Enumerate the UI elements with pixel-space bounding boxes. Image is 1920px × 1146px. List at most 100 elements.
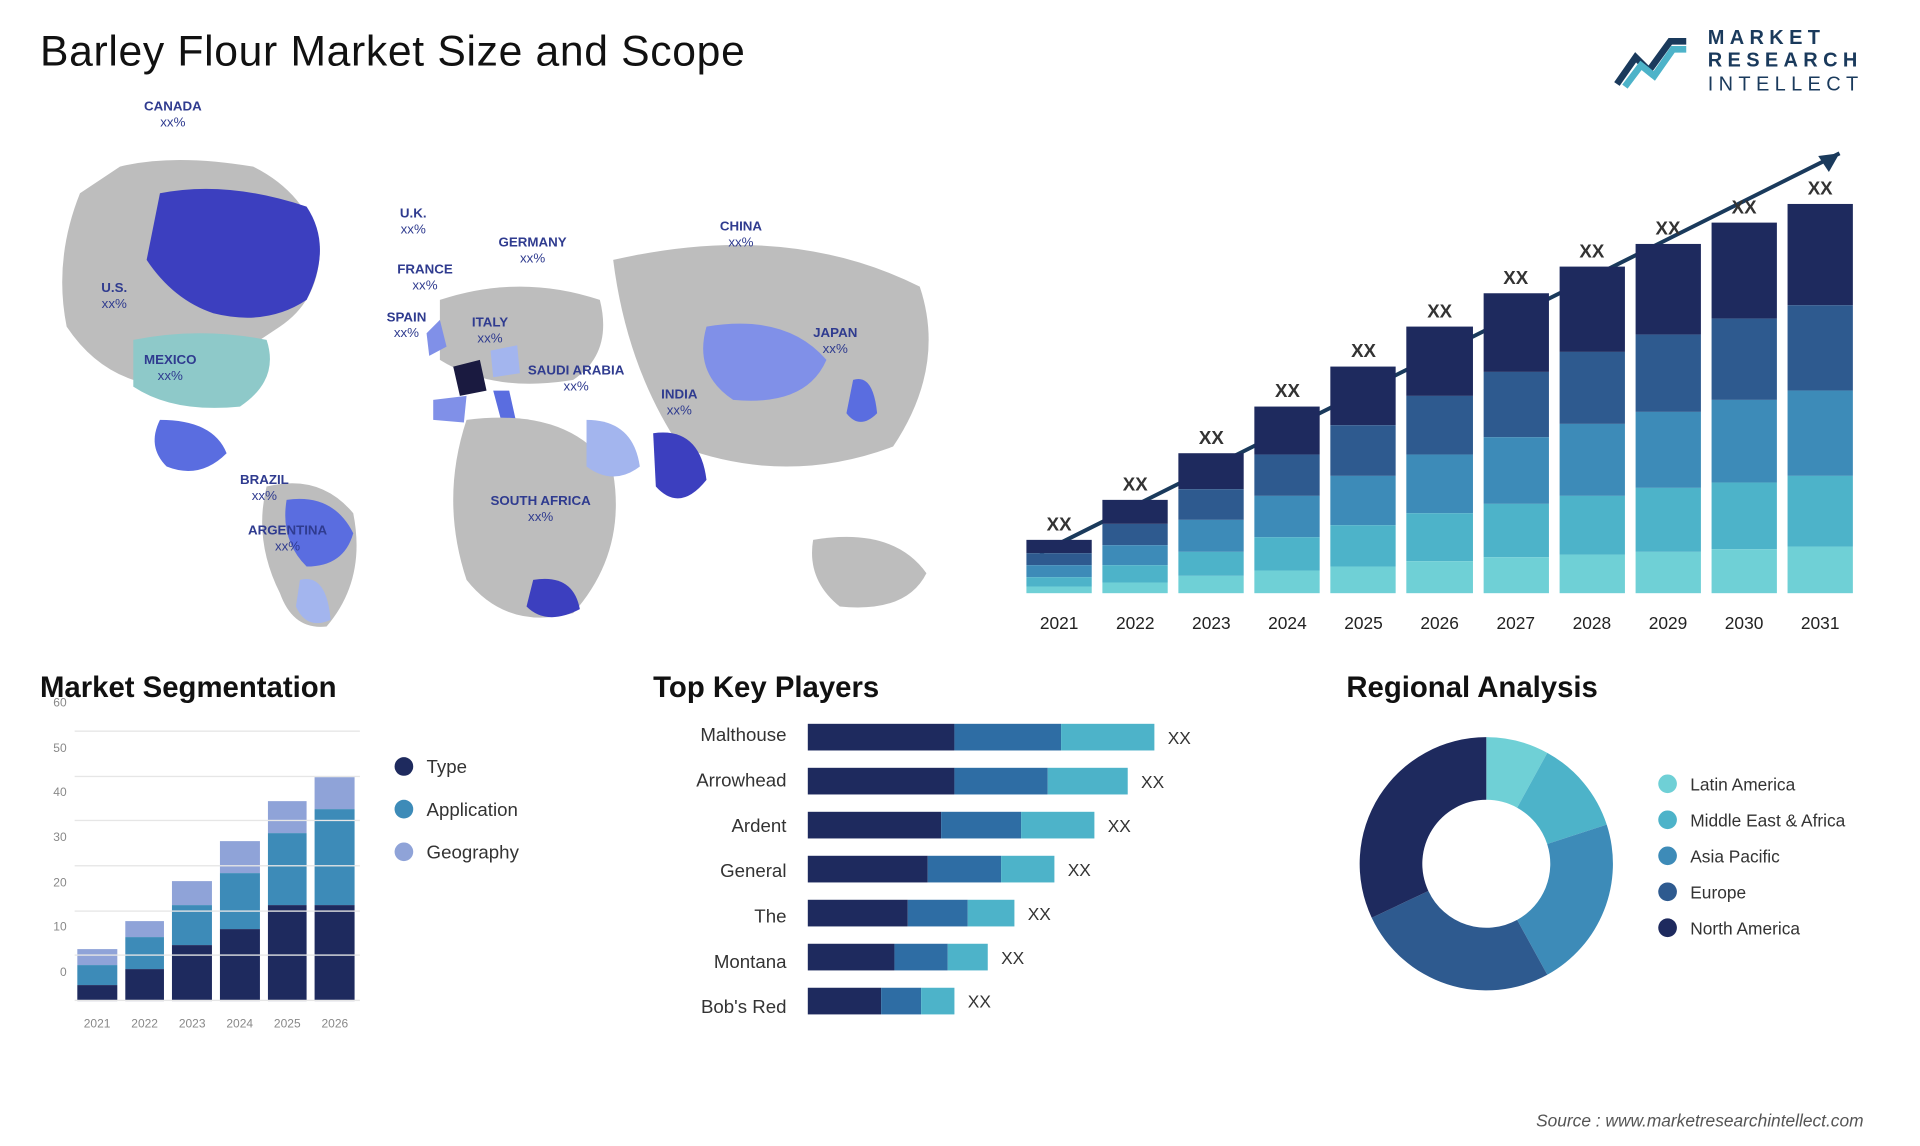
seg-bar-segment (77, 965, 117, 985)
legend-dot (1658, 810, 1677, 829)
player-bar-segment (1048, 768, 1128, 795)
player-bar-segment (1061, 724, 1154, 751)
bar-segment (1255, 407, 1320, 456)
bar-segment (1559, 554, 1624, 593)
forecast-bar: XX (1787, 177, 1852, 593)
seg-bar-segment (315, 777, 355, 809)
player-bar-segment (808, 724, 955, 751)
player-row: XX (808, 900, 1320, 927)
bar-segment (1787, 546, 1852, 593)
player-value: XX (968, 991, 991, 1011)
player-name: Montana (653, 950, 786, 971)
player-bar-segment (808, 900, 908, 927)
bar-segment (1026, 554, 1091, 566)
player-bar-segment (1021, 812, 1094, 839)
player-row: XX (808, 856, 1320, 883)
seg-y-axis: 0102030405060 (40, 724, 72, 1001)
y-tick: 40 (40, 786, 67, 799)
legend-item: Latin America (1658, 774, 1845, 794)
bar-segment (1635, 551, 1700, 593)
y-tick: 10 (40, 920, 67, 933)
x-axis-label: 2024 (220, 1017, 260, 1030)
player-bar-segment (808, 944, 895, 971)
x-axis-label: 2031 (1787, 613, 1852, 633)
bar-value-label: XX (1808, 177, 1833, 198)
x-axis-label: 2027 (1483, 613, 1548, 633)
seg-bar (172, 881, 212, 1001)
bar-segment (1711, 549, 1776, 593)
legend-label: Latin America (1690, 774, 1795, 794)
seg-xlabels: 202120222023202420252026 (77, 1017, 354, 1030)
seg-bar-segment (315, 905, 355, 1001)
player-name: General (653, 860, 786, 881)
seg-bar-segment (77, 985, 117, 1001)
seg-bar-segment (77, 949, 117, 965)
forecast-bar: XX (1331, 340, 1396, 593)
logo-line1: MARKET (1708, 27, 1864, 50)
bar-segment (1026, 587, 1091, 593)
x-axis-label: 2029 (1635, 613, 1700, 633)
bar-segment (1711, 401, 1776, 483)
player-bar (808, 724, 1155, 751)
bar-segment (1255, 537, 1320, 571)
segmentation-chart: 0102030405060 202120222023202420252026 (40, 724, 360, 1031)
legend-label: Asia Pacific (1690, 846, 1780, 866)
segmentation-title: Market Segmentation (40, 670, 627, 705)
player-bar-segment (968, 900, 1015, 927)
players-names: MalthouseArrowheadArdentGeneralTheMontan… (653, 724, 786, 1017)
logo-line2: RESEARCH (1708, 50, 1864, 73)
seg-bar-segment (268, 905, 308, 1001)
legend-item: Asia Pacific (1658, 846, 1845, 866)
legend-dot (395, 757, 414, 776)
x-axis-label: 2028 (1559, 613, 1624, 633)
bar-segment (1026, 540, 1091, 554)
map-label: INDIAxx% (661, 388, 697, 419)
y-tick: 30 (40, 830, 67, 843)
player-value: XX (1028, 903, 1051, 923)
gridline (75, 865, 360, 866)
player-value: XX (1001, 947, 1024, 967)
map-label: FRANCExx% (397, 263, 453, 294)
map-label: GERMANYxx% (499, 236, 567, 267)
x-axis-label: 2024 (1255, 613, 1320, 633)
regional-panel: Regional Analysis Latin AmericaMiddle Ea… (1346, 670, 1879, 1057)
bar-segment (1483, 371, 1548, 437)
bar-segment (1407, 455, 1472, 514)
forecast-bar: XX (1026, 513, 1091, 593)
players-bars: XXXXXXXXXXXXXX (808, 724, 1320, 1017)
player-bar-segment (1001, 856, 1054, 883)
gridline (75, 910, 360, 911)
player-row: XX (808, 724, 1320, 751)
bar-segment (1026, 577, 1091, 587)
player-bar-segment (808, 988, 881, 1015)
source-text: Source : www.marketresearchintellect.com (1536, 1110, 1863, 1130)
bar-value-label: XX (1275, 380, 1300, 401)
seg-bar-segment (220, 841, 260, 873)
x-axis-label: 2021 (1026, 613, 1091, 633)
legend-dot (1658, 846, 1677, 865)
legend-item: North America (1658, 918, 1845, 938)
bar-segment (1635, 244, 1700, 335)
forecast-bar: XX (1483, 267, 1548, 594)
player-bar (808, 812, 1095, 839)
segmentation-panel: Market Segmentation 0102030405060 202120… (40, 670, 627, 1057)
bar-segment (1559, 352, 1624, 424)
bar-segment (1711, 482, 1776, 549)
x-axis-label: 2021 (77, 1017, 117, 1030)
regional-legend: Latin AmericaMiddle East & AfricaAsia Pa… (1658, 774, 1845, 954)
y-tick: 20 (40, 875, 67, 888)
legend-item: Europe (1658, 882, 1845, 902)
bar-value-label: XX (1579, 240, 1604, 261)
player-row: XX (808, 812, 1320, 839)
player-row: XX (808, 944, 1320, 971)
bar-segment (1179, 490, 1244, 521)
legend-dot (1658, 918, 1677, 937)
players-panel: Top Key Players MalthouseArrowheadArdent… (653, 670, 1319, 1057)
bar-segment (1483, 557, 1548, 593)
legend-dot (395, 800, 414, 819)
bar-segment (1407, 327, 1472, 396)
player-bar-segment (954, 768, 1047, 795)
y-tick: 0 (40, 965, 67, 978)
bar-segment (1103, 582, 1168, 593)
bar-value-label: XX (1427, 300, 1452, 321)
